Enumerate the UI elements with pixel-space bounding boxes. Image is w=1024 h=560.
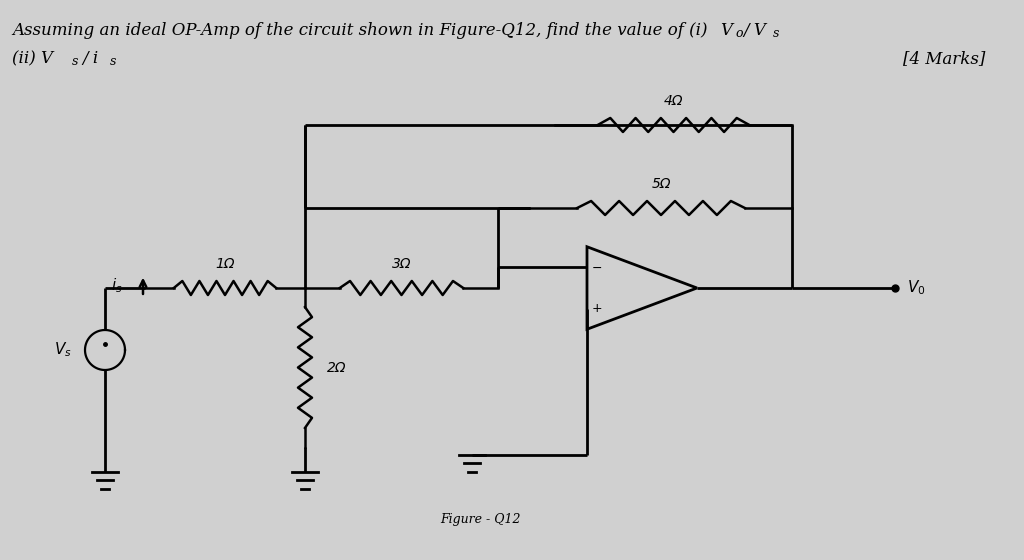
Text: s: s: [773, 27, 779, 40]
Text: o: o: [735, 27, 742, 40]
Text: $V_0$: $V_0$: [907, 279, 926, 297]
Text: s: s: [110, 55, 117, 68]
Text: $-$: $-$: [592, 260, 602, 274]
Text: / V: / V: [743, 22, 766, 39]
Text: s: s: [72, 55, 79, 68]
Text: $i_s$: $i_s$: [112, 277, 123, 295]
Text: / i: / i: [82, 50, 98, 67]
Text: $V_s$: $V_s$: [54, 340, 72, 360]
Text: 1Ω: 1Ω: [215, 257, 234, 271]
Text: 4Ω: 4Ω: [664, 94, 683, 108]
Text: 2Ω: 2Ω: [327, 361, 346, 375]
Text: Assuming an ideal OP-Amp of the circuit shown in Figure-Q12, find the value of (: Assuming an ideal OP-Amp of the circuit …: [12, 22, 713, 39]
Text: 3Ω: 3Ω: [392, 257, 412, 271]
Text: $+$: $+$: [592, 302, 603, 315]
Text: 5Ω: 5Ω: [651, 177, 671, 191]
Text: (ii) V: (ii) V: [12, 50, 53, 67]
Text: V: V: [720, 22, 732, 39]
Text: [4 Marks]: [4 Marks]: [902, 50, 985, 67]
Text: Figure - Q12: Figure - Q12: [439, 514, 520, 526]
